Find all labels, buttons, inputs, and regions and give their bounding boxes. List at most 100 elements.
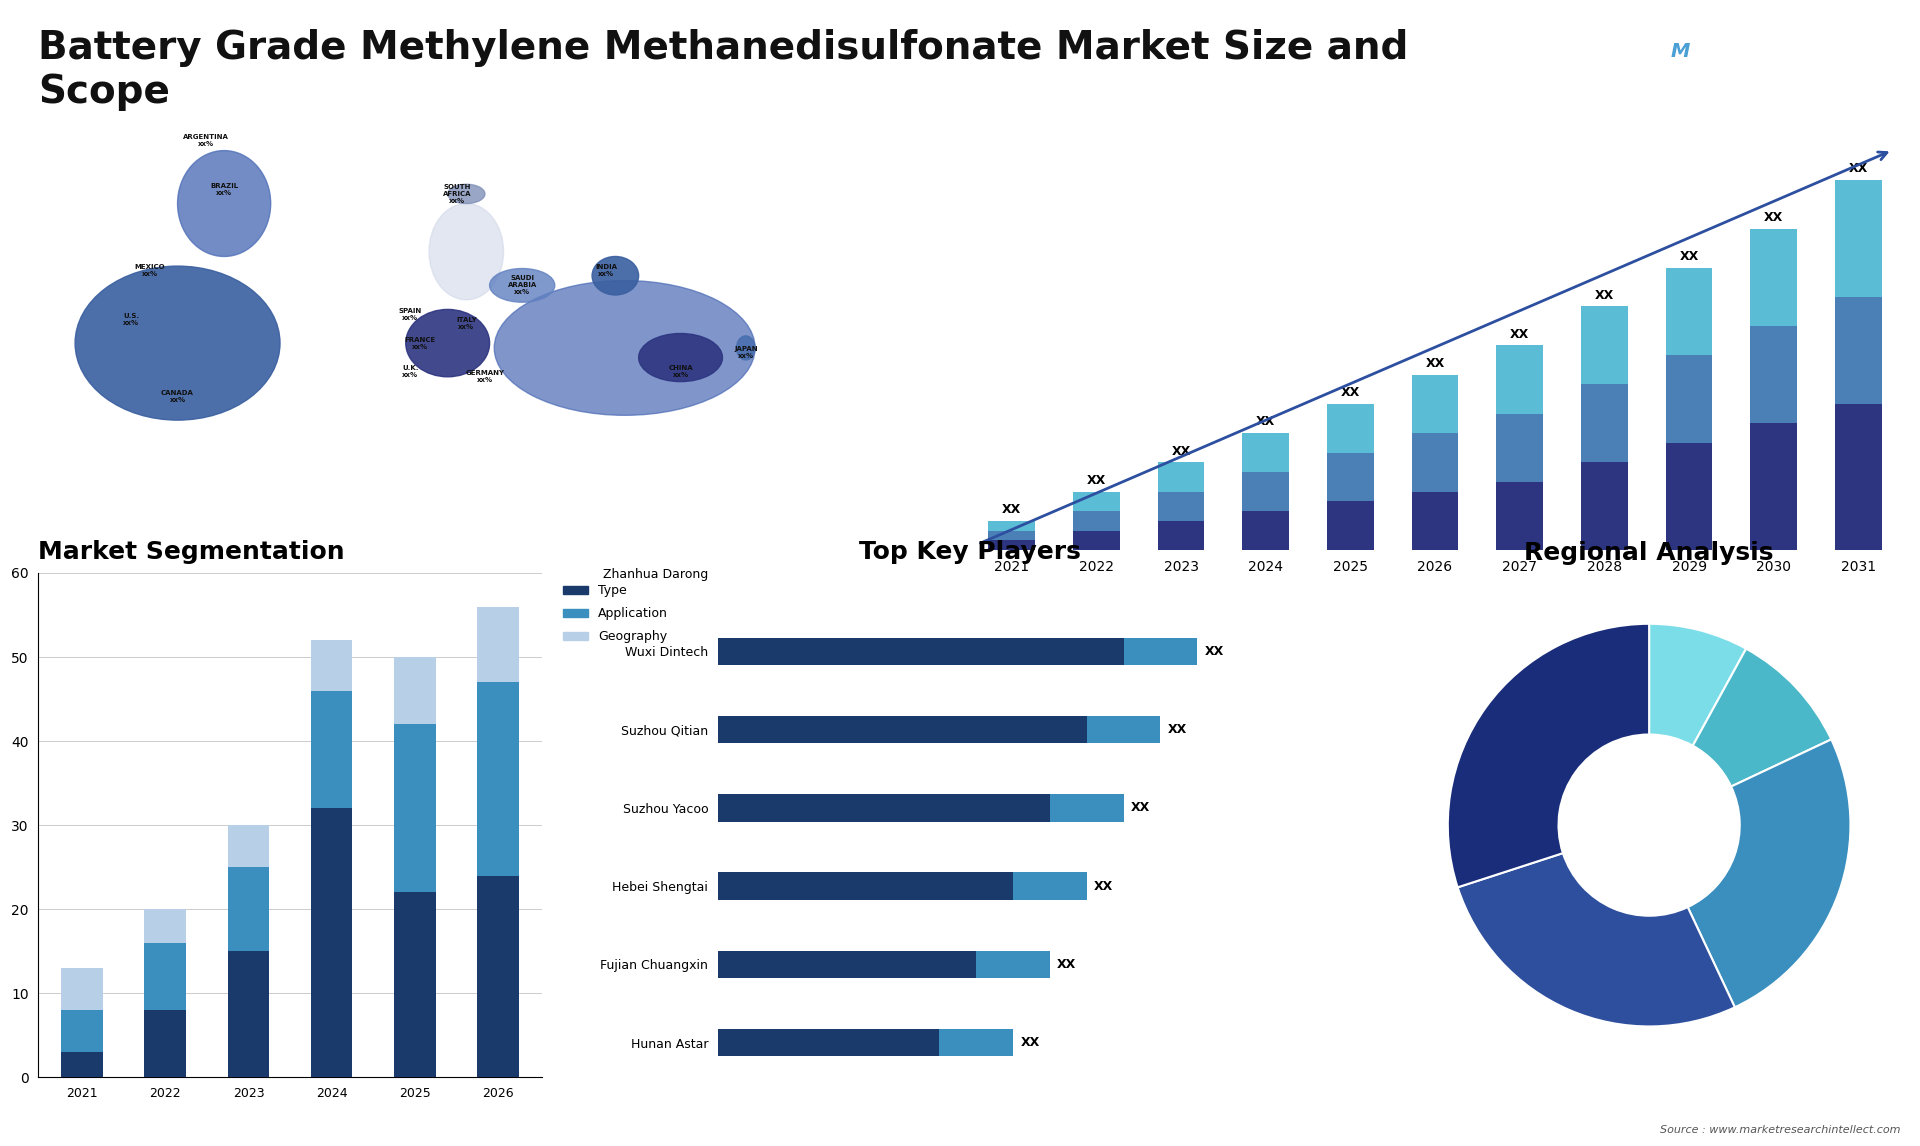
Ellipse shape	[493, 281, 755, 415]
Ellipse shape	[639, 333, 722, 382]
Text: XX: XX	[1020, 1036, 1039, 1049]
Ellipse shape	[737, 336, 755, 360]
Bar	[1158, 520, 1204, 550]
Text: SPAIN
xx%: SPAIN xx%	[399, 308, 422, 321]
Text: XX: XX	[1849, 162, 1868, 175]
Wedge shape	[1693, 649, 1832, 786]
Bar	[1496, 481, 1544, 550]
Ellipse shape	[490, 268, 555, 303]
Ellipse shape	[75, 266, 280, 421]
Bar	[144, 1010, 186, 1077]
Bar	[1582, 462, 1628, 550]
Bar	[1123, 637, 1198, 665]
Text: XX: XX	[1511, 328, 1530, 340]
Bar	[228, 825, 269, 868]
Text: Market Segmentation: Market Segmentation	[38, 540, 346, 564]
Bar	[228, 868, 269, 951]
Bar	[1014, 872, 1087, 900]
Text: INTELLECT: INTELLECT	[1709, 104, 1766, 113]
Bar	[61, 1010, 104, 1052]
Bar	[1751, 423, 1797, 550]
Bar	[1836, 403, 1882, 550]
Bar	[144, 943, 186, 1010]
Bar	[1050, 794, 1123, 822]
Text: CANADA
xx%: CANADA xx%	[161, 390, 194, 402]
Text: U.K.
xx%: U.K. xx%	[401, 366, 419, 378]
Bar	[1327, 501, 1373, 550]
Bar	[1242, 511, 1288, 550]
Wedge shape	[1448, 623, 1649, 887]
Text: XX: XX	[1425, 356, 1444, 370]
Bar	[61, 1052, 104, 1077]
Bar	[394, 724, 436, 893]
Title: Regional Analysis: Regional Analysis	[1524, 541, 1774, 565]
Text: XX: XX	[1171, 445, 1190, 457]
Bar	[144, 909, 186, 943]
Wedge shape	[1457, 853, 1736, 1027]
Bar	[1073, 511, 1119, 531]
Wedge shape	[1688, 739, 1851, 1007]
Bar	[1327, 453, 1373, 501]
Ellipse shape	[428, 204, 503, 300]
Text: XX: XX	[1002, 503, 1021, 516]
Bar	[1496, 345, 1544, 414]
Text: XX: XX	[1256, 415, 1275, 429]
Bar	[1411, 375, 1459, 433]
Bar	[1158, 492, 1204, 520]
Bar	[1836, 180, 1882, 297]
Bar	[718, 872, 1014, 900]
Text: SOUTH
AFRICA
xx%: SOUTH AFRICA xx%	[444, 183, 470, 204]
Bar	[1073, 492, 1119, 511]
Bar	[718, 1029, 939, 1057]
Text: Battery Grade Methylene Methanedisulfonate Market Size and
Scope: Battery Grade Methylene Methanedisulfona…	[38, 29, 1409, 111]
Text: XX: XX	[1131, 801, 1150, 815]
Bar	[1327, 403, 1373, 453]
Text: M: M	[1670, 42, 1690, 61]
Bar	[989, 520, 1035, 531]
Bar	[1667, 267, 1713, 355]
Bar	[1667, 442, 1713, 550]
Bar	[311, 691, 353, 808]
Ellipse shape	[405, 309, 490, 377]
Text: XX: XX	[1680, 250, 1699, 262]
Bar	[975, 951, 1050, 978]
Text: BRAZIL
xx%: BRAZIL xx%	[209, 182, 238, 196]
Bar	[311, 808, 353, 1077]
Bar	[989, 540, 1035, 550]
Text: XX: XX	[1596, 289, 1615, 301]
Wedge shape	[1649, 623, 1745, 746]
Text: XX: XX	[1167, 723, 1187, 736]
Text: INDIA
xx%: INDIA xx%	[595, 265, 616, 277]
Bar	[311, 641, 353, 691]
Text: XX: XX	[1094, 880, 1114, 893]
Bar	[1836, 297, 1882, 403]
Text: FRANCE
xx%: FRANCE xx%	[403, 337, 436, 350]
Text: JAPAN
xx%: JAPAN xx%	[733, 346, 758, 359]
Text: SAUDI
ARABIA
xx%: SAUDI ARABIA xx%	[507, 275, 538, 296]
Text: RESEARCH: RESEARCH	[1709, 81, 1766, 91]
Ellipse shape	[447, 185, 486, 204]
Bar	[478, 606, 518, 682]
Bar	[478, 682, 518, 876]
Legend: Type, Application, Geography: Type, Application, Geography	[559, 579, 672, 649]
Text: XX: XX	[1764, 211, 1784, 223]
Bar	[1411, 433, 1459, 492]
Text: U.S.
xx%: U.S. xx%	[123, 313, 138, 325]
Ellipse shape	[177, 150, 271, 257]
Bar	[478, 876, 518, 1077]
Bar	[1667, 355, 1713, 442]
Text: ARGENTINA
xx%: ARGENTINA xx%	[182, 134, 228, 148]
Bar	[1751, 228, 1797, 325]
Bar	[718, 716, 1087, 744]
Bar	[394, 657, 436, 724]
Bar	[989, 531, 1035, 540]
Bar	[1242, 472, 1288, 511]
Bar	[1496, 414, 1544, 481]
Text: MEXICO
xx%: MEXICO xx%	[134, 265, 165, 277]
Text: XX: XX	[1204, 645, 1223, 658]
Bar	[718, 794, 1050, 822]
Bar	[228, 951, 269, 1077]
Bar	[718, 951, 975, 978]
Text: MARKET: MARKET	[1715, 58, 1761, 68]
Ellipse shape	[591, 257, 639, 295]
